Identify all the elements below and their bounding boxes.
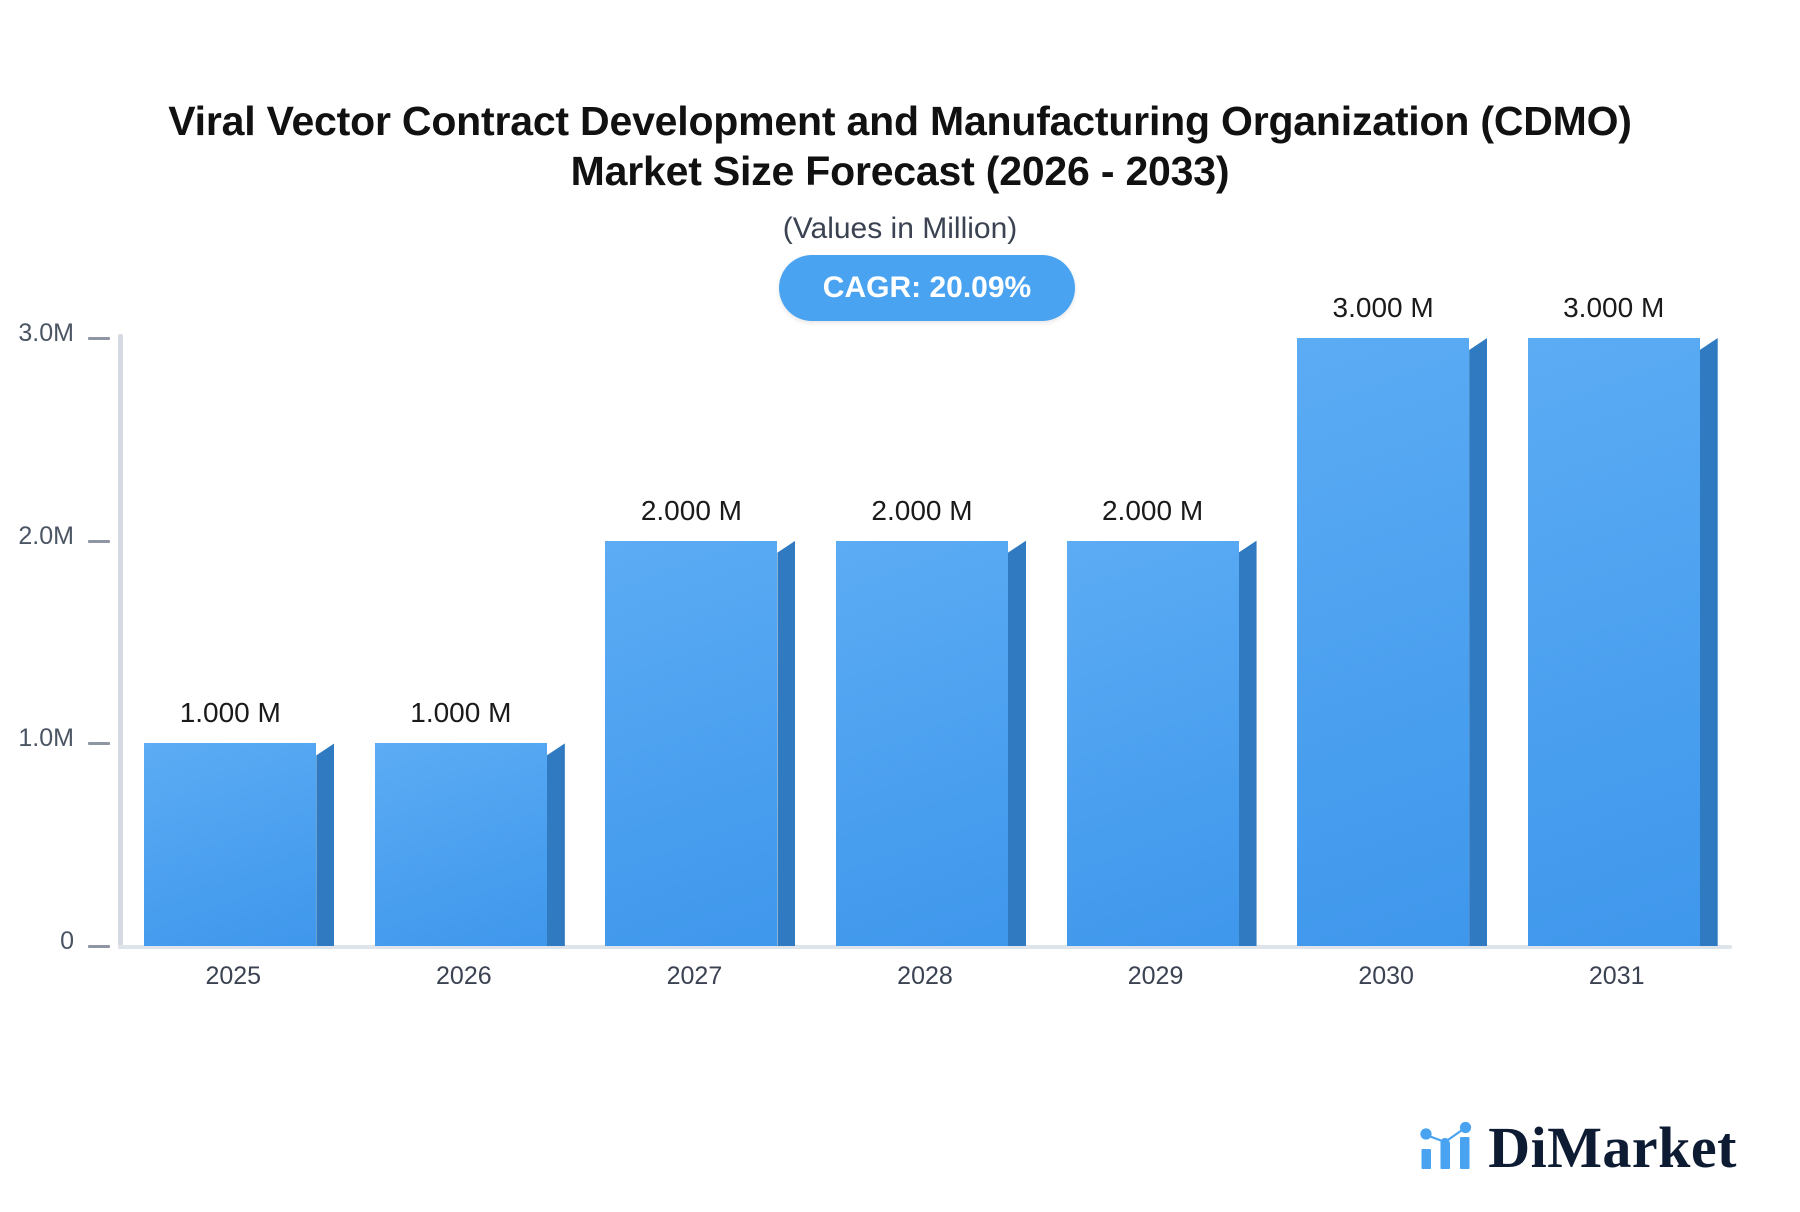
bar-slot: 3.000 M [1527, 292, 1718, 946]
x-axis-tick-label: 2025 [205, 962, 262, 990]
x-axis-tick-label: 2031 [1588, 962, 1645, 990]
y-axis-tick-label: 3.0M [18, 319, 74, 347]
bar[interactable] [836, 540, 1026, 946]
bar-side-shadow [316, 743, 335, 946]
x-axis-labels: 2025 2026 2027 2028 2029 2030 2031 [118, 962, 1732, 1002]
bar[interactable] [1527, 338, 1718, 946]
bar-side-shadow [1699, 338, 1718, 946]
bar-value-label: 3.000 M [1332, 292, 1434, 323]
bar-value-label: 2.000 M [871, 494, 973, 526]
bar-side-shadow [1008, 540, 1026, 946]
y-axis-tick-mark [88, 945, 110, 948]
bar[interactable] [1066, 540, 1257, 946]
bar-value-label: 1.000 M [179, 697, 281, 729]
bar-series: 1.000 M 1.000 M 2.000 M 2.000 M 2.000 M 3.000… [118, 292, 1732, 946]
y-axis-tick-label: 2.0M [18, 521, 74, 550]
cagr-badge: CAGR: 20.09% [779, 255, 1075, 321]
x-axis-line [118, 945, 1732, 949]
bar-slot: 1.000 M [144, 338, 335, 946]
bar-side-shadow [777, 540, 796, 946]
x-axis-tick-label: 2027 [666, 962, 723, 990]
x-axis-tick-label: 2028 [897, 962, 953, 990]
bar-side-shadow [1469, 338, 1488, 946]
plot-area: 0 1.0M 2.0M 3.0M 1.000 M 1.000 M 2.000 M 2.000… [18, 292, 1732, 955]
bar[interactable] [1297, 338, 1488, 946]
bar[interactable] [605, 540, 796, 946]
y-axis-tick-label: 1.0M [18, 724, 74, 753]
bar[interactable] [374, 743, 565, 946]
bar-slot: 2.000 M [1066, 338, 1257, 946]
bar-face [1527, 338, 1700, 946]
bar-slot: 1.000 M [374, 338, 565, 946]
cagr-badge-label: CAGR: 20.09% [822, 271, 1032, 304]
bar-value-label: 1.000 M [410, 697, 512, 729]
chart-header: Viral Vector Contract Development and Ma… [0, 96, 1800, 246]
bar-face [1066, 540, 1239, 946]
bar-face [605, 540, 778, 946]
logo-wordmark: DiMarket [1488, 1114, 1737, 1180]
bar[interactable] [144, 743, 335, 946]
bar-value-label: 3.000 M [1563, 292, 1665, 323]
bar-value-label: 2.000 M [640, 494, 742, 526]
y-axis-tick-mark [88, 337, 110, 340]
y-axis-tick-label: 0 [60, 927, 74, 955]
bar-face [1297, 338, 1470, 946]
dimarket-logo: DiMarket [1418, 1118, 1737, 1177]
chart-subtitle: (Values in Million) [782, 212, 1018, 246]
bar-chart-icon [1418, 1118, 1474, 1177]
bar-slot: 3.000 M [1297, 292, 1488, 946]
x-axis-tick-label: 2030 [1358, 962, 1414, 990]
y-axis-tick-mark [88, 742, 110, 746]
y-axis-line [118, 334, 123, 946]
bar-face [144, 743, 317, 946]
bar-slot: 2.000 M [836, 338, 1026, 946]
bar-side-shadow [1238, 540, 1257, 946]
bar-face [836, 540, 1008, 946]
x-axis-tick-label: 2026 [436, 962, 492, 990]
bar-slot: 2.000 M [605, 338, 796, 946]
bar-value-label: 2.000 M [1101, 494, 1204, 526]
bar-side-shadow [546, 743, 565, 946]
page-title: Viral Vector Contract Development and Ma… [168, 98, 1632, 195]
x-axis-tick-label: 2029 [1127, 962, 1184, 990]
bar-face [374, 743, 547, 946]
y-axis-tick-mark [88, 539, 110, 543]
